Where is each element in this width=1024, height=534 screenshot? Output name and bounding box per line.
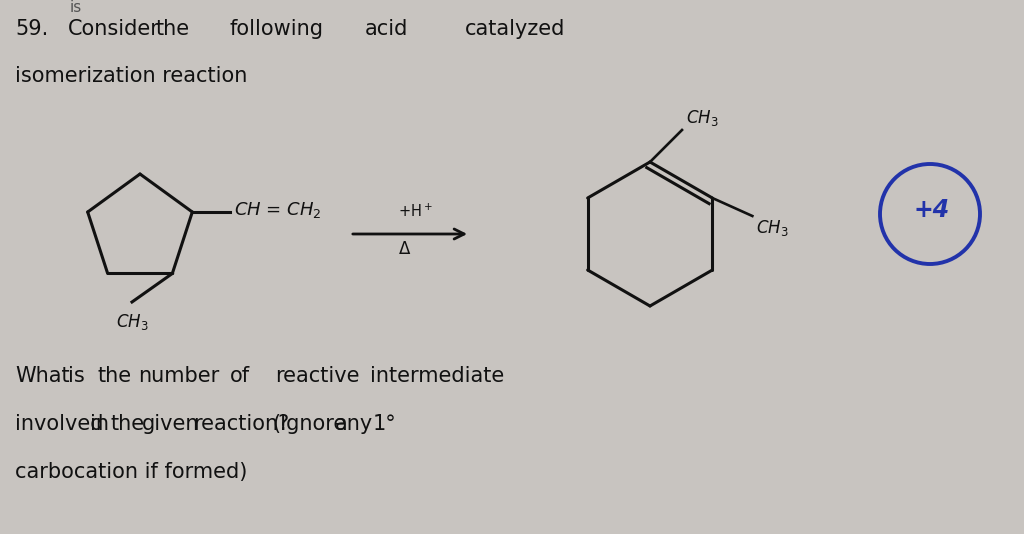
- Text: involved: involved: [15, 414, 103, 434]
- Text: of: of: [230, 366, 250, 386]
- Text: is: is: [68, 366, 85, 386]
- Text: given: given: [142, 414, 200, 434]
- Text: CH$_3$: CH$_3$: [686, 108, 719, 128]
- Text: acid: acid: [365, 19, 409, 39]
- Text: +4: +4: [913, 198, 950, 222]
- Text: the: the: [155, 19, 189, 39]
- Text: is: is: [70, 0, 82, 15]
- Text: number: number: [138, 366, 219, 386]
- Text: the: the: [98, 366, 132, 386]
- Text: 59.: 59.: [15, 19, 48, 39]
- Text: +H$^+$: +H$^+$: [397, 203, 432, 220]
- Text: following: following: [230, 19, 324, 39]
- Text: CH = CH$_2$: CH = CH$_2$: [234, 200, 322, 220]
- Text: What: What: [15, 366, 70, 386]
- Text: carbocation if formed): carbocation if formed): [15, 462, 248, 482]
- Text: intermediate: intermediate: [370, 366, 504, 386]
- Text: isomerization reaction: isomerization reaction: [15, 66, 248, 86]
- Text: CH$_3$: CH$_3$: [757, 218, 790, 238]
- Text: CH$_3$: CH$_3$: [116, 312, 148, 332]
- Text: $\Delta$: $\Delta$: [398, 240, 412, 258]
- Text: reaction?: reaction?: [193, 414, 289, 434]
- Text: 1°: 1°: [373, 414, 396, 434]
- Text: reactive: reactive: [275, 366, 359, 386]
- Text: in: in: [90, 414, 109, 434]
- Text: Consider: Consider: [68, 19, 160, 39]
- Text: any: any: [335, 414, 374, 434]
- Text: (Ignore: (Ignore: [272, 414, 346, 434]
- Text: catalyzed: catalyzed: [465, 19, 565, 39]
- Text: the: the: [110, 414, 144, 434]
